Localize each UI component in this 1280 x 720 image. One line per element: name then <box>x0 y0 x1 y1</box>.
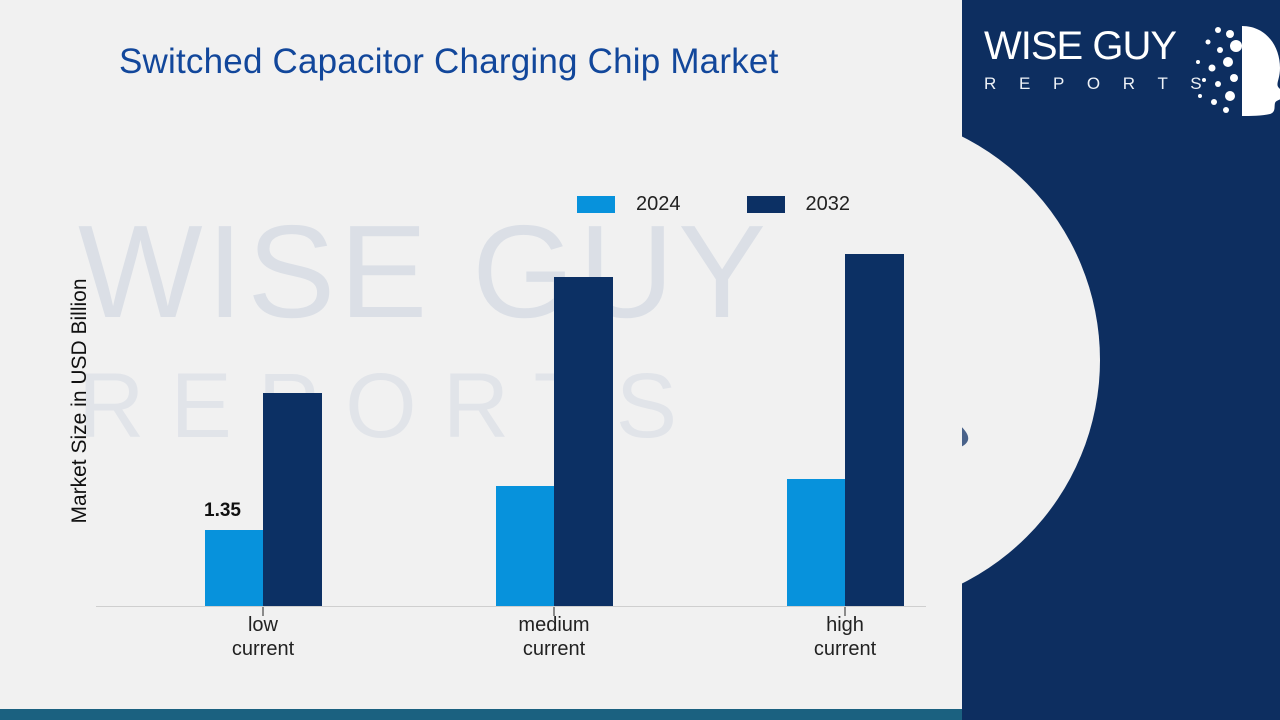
head-silhouette-icon <box>962 427 969 447</box>
brand-panel: WISE GUY R E P O R T S <box>962 0 1280 720</box>
brand-logo: WISE GUY R E P O R T S <box>984 24 1280 118</box>
bar-2024-low-current[interactable] <box>205 530 263 606</box>
logo-wordmark: WISE GUY <box>984 24 1177 68</box>
category-line-2: current <box>231 637 295 660</box>
legend-label-2032: 2032 <box>805 193 851 215</box>
bar-2024-high-current[interactable] <box>787 479 845 606</box>
right-bottom-strip <box>962 709 1280 720</box>
x-axis-tick-high-current <box>844 607 846 616</box>
plot-area: 1.35 low current medium current high cur… <box>96 254 940 661</box>
legend-label-2024: 2024 <box>636 193 681 215</box>
legend-item-2032[interactable]: 2032 <box>746 193 851 215</box>
bottom-accent-strip <box>0 709 962 720</box>
category-line-2: current <box>813 637 877 660</box>
category-line-1: low <box>247 614 278 636</box>
category-line-1: high <box>826 614 864 636</box>
x-axis-label-high-current: high current <box>750 614 940 661</box>
x-axis-label-low-current: low current <box>168 614 358 661</box>
logo-head-dots-icon <box>1196 26 1280 116</box>
x-axis-tick-medium-current <box>553 607 555 616</box>
bar-2032-medium-current[interactable] <box>554 277 613 606</box>
chart-panel: WISE GUY REPORTS Switched Capacitor Char… <box>0 42 962 720</box>
logo-subtitle: R E P O R T S <box>984 74 1211 93</box>
decorative-arc <box>962 110 1100 610</box>
legend-item-2024[interactable]: 2024 <box>577 194 681 214</box>
x-axis-line <box>96 606 926 607</box>
chart-legend: 2024 2032 <box>577 194 850 214</box>
legend-swatch-2032 <box>746 195 785 213</box>
bar-value-label-low-current: 1.35 <box>204 500 241 521</box>
category-line-1: medium <box>518 614 590 636</box>
bar-2032-high-current[interactable] <box>845 254 904 606</box>
legend-swatch-2024 <box>577 195 615 213</box>
bar-2032-low-current[interactable] <box>263 393 322 606</box>
bar-2024-medium-current[interactable] <box>496 486 554 606</box>
x-axis-tick-low-current <box>262 607 264 616</box>
x-axis-label-medium-current: medium current <box>459 614 649 661</box>
category-line-2: current <box>522 637 586 660</box>
page-title: Switched Capacitor Charging Chip Market <box>119 42 779 81</box>
